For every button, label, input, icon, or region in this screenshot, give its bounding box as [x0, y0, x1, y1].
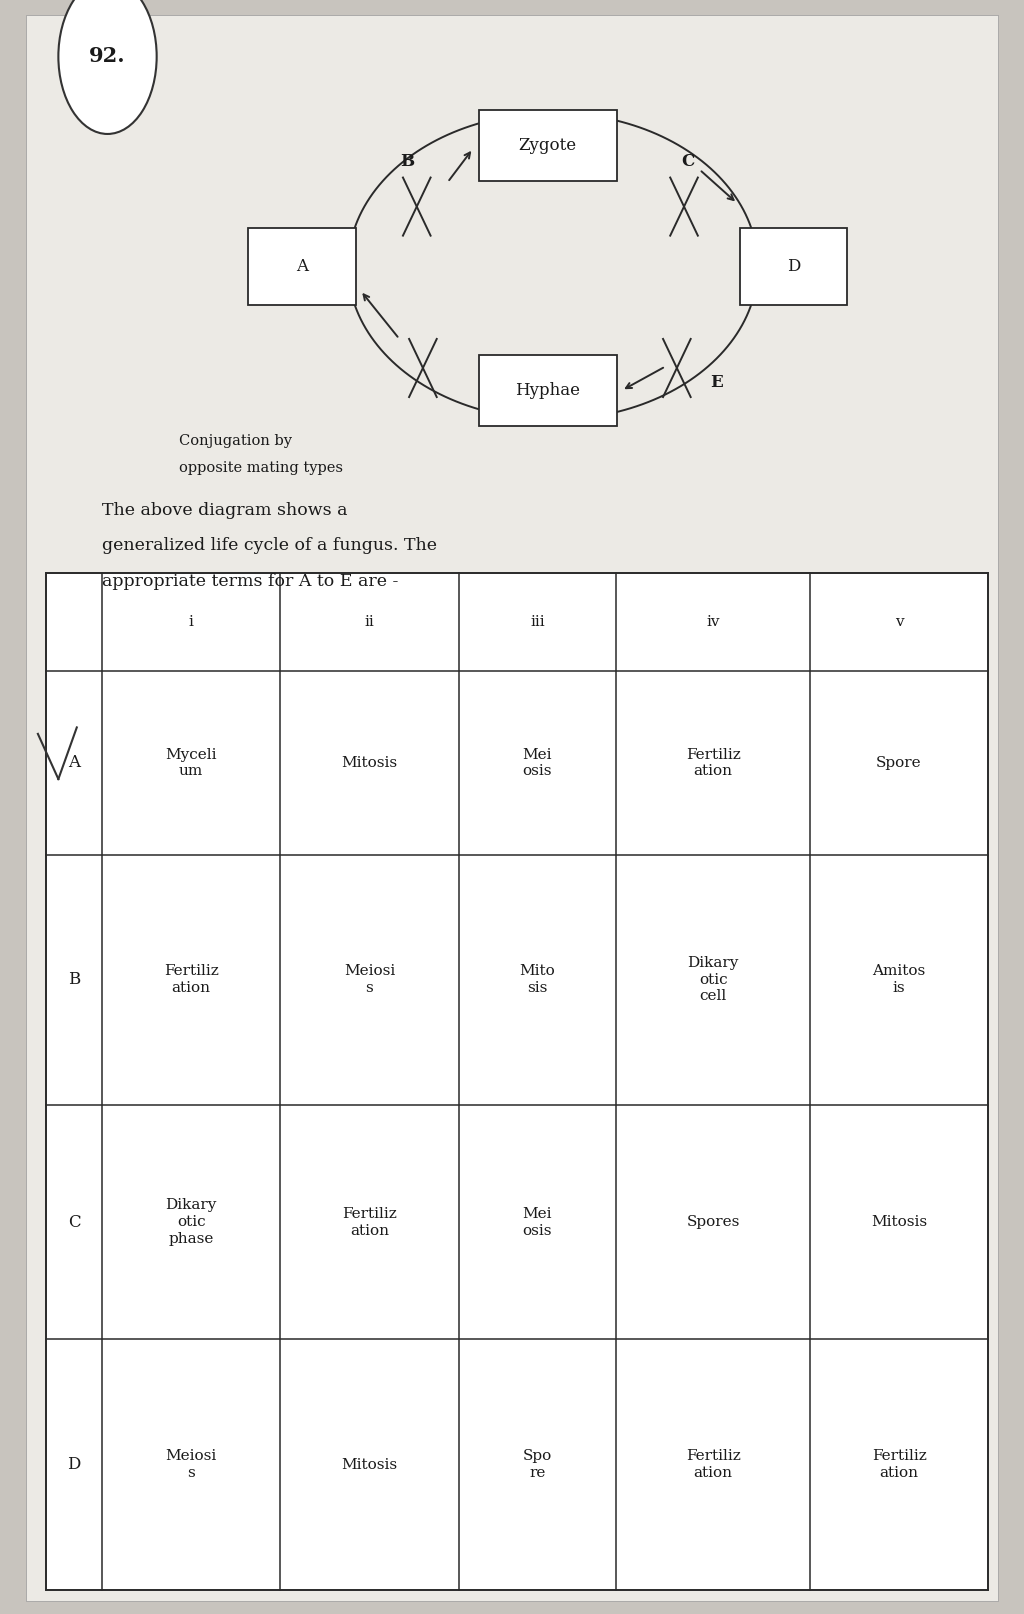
Text: opposite mating types: opposite mating types [179, 462, 343, 475]
Text: i: i [188, 615, 194, 629]
Text: Spores: Spores [686, 1215, 740, 1230]
FancyBboxPatch shape [739, 228, 848, 305]
Text: Dikary
otic
phase: Dikary otic phase [166, 1199, 217, 1246]
Text: Fertiliz
ation: Fertiliz ation [686, 1449, 740, 1480]
Text: Amitos
is: Amitos is [872, 964, 926, 996]
Text: D: D [786, 258, 801, 274]
FancyBboxPatch shape [46, 573, 988, 1590]
Text: Meiosi
s: Meiosi s [166, 1449, 217, 1480]
Text: ii: ii [365, 615, 375, 629]
Text: 92.: 92. [89, 47, 126, 66]
Text: Mei
osis: Mei osis [522, 747, 552, 778]
Text: appropriate terms for A to E are -: appropriate terms for A to E are - [102, 573, 398, 589]
Text: D: D [68, 1456, 81, 1474]
Text: Zygote: Zygote [519, 137, 577, 153]
Text: Fertiliz
ation: Fertiliz ation [686, 747, 740, 778]
Text: C: C [682, 153, 694, 169]
Text: Meiosi
s: Meiosi s [344, 964, 395, 996]
Text: iv: iv [707, 615, 720, 629]
FancyBboxPatch shape [479, 355, 616, 426]
Text: Mitosis: Mitosis [341, 755, 397, 770]
Text: Mei
osis: Mei osis [522, 1207, 552, 1238]
Text: Mito
sis: Mito sis [519, 964, 555, 996]
Text: A: A [296, 258, 308, 274]
Text: Conjugation by: Conjugation by [179, 434, 292, 447]
Text: Spo
re: Spo re [523, 1449, 552, 1480]
Text: generalized life cycle of a fungus. The: generalized life cycle of a fungus. The [102, 537, 437, 554]
FancyBboxPatch shape [479, 110, 616, 181]
Text: C: C [68, 1214, 81, 1230]
Text: Fertiliz
ation: Fertiliz ation [342, 1207, 397, 1238]
Text: iii: iii [530, 615, 545, 629]
FancyBboxPatch shape [26, 15, 998, 1601]
Circle shape [58, 0, 157, 134]
Text: Spore: Spore [877, 755, 922, 770]
Text: v: v [895, 615, 903, 629]
Text: A: A [68, 754, 80, 771]
FancyBboxPatch shape [248, 228, 356, 305]
Text: Mitosis: Mitosis [871, 1215, 927, 1230]
Text: Hyphae: Hyphae [515, 383, 581, 399]
Text: Fertiliz
ation: Fertiliz ation [164, 964, 218, 996]
Text: Mitosis: Mitosis [341, 1457, 397, 1472]
Text: Fertiliz
ation: Fertiliz ation [871, 1449, 927, 1480]
Text: E: E [711, 374, 723, 391]
Text: B: B [400, 153, 415, 169]
Text: The above diagram shows a: The above diagram shows a [102, 502, 348, 518]
Text: B: B [68, 972, 80, 988]
Text: Myceli
um: Myceli um [166, 747, 217, 778]
Text: Dikary
otic
cell: Dikary otic cell [687, 955, 739, 1004]
